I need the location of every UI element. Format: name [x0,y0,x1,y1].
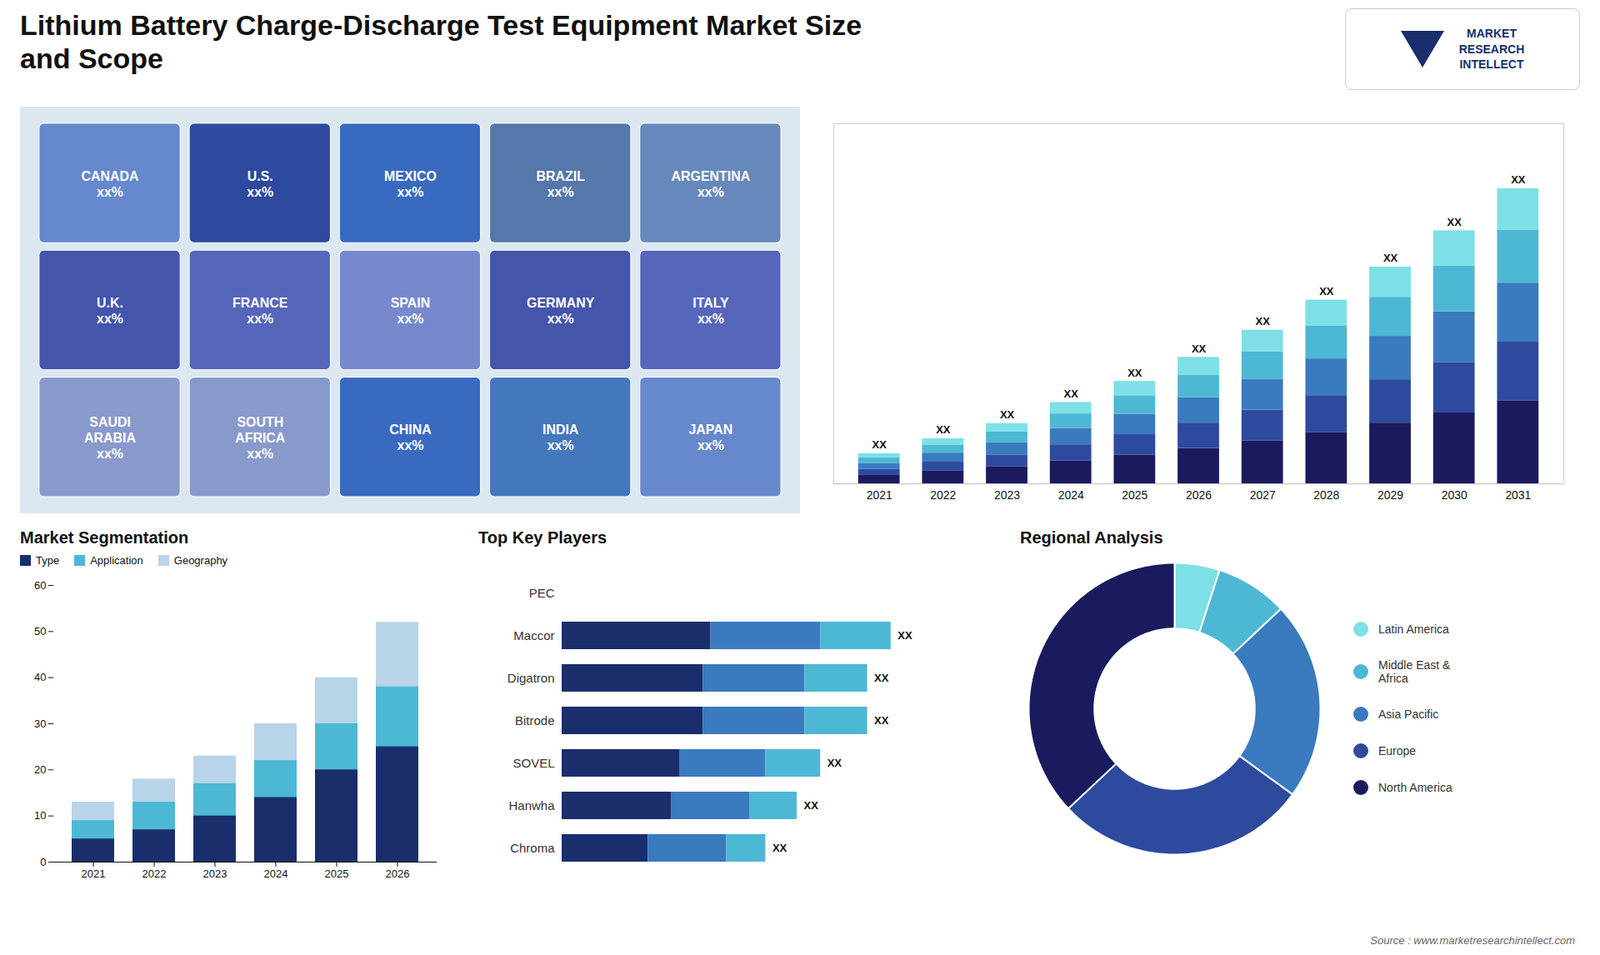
svg-text:XX: XX [1127,366,1143,380]
svg-text:XX: XX [871,438,887,451]
svg-text:Chroma: Chroma [510,840,555,855]
svg-text:SPAINxx%: SPAINxx% [390,295,430,326]
svg-text:ITALYxx%: ITALYxx% [692,295,730,326]
svg-text:SAUDIARABIAxx%: SAUDIARABIAxx% [84,415,136,461]
svg-text:Hanwha: Hanwha [508,798,555,813]
svg-text:BRAZILxx%: BRAZILxx% [536,169,586,200]
svg-text:2021: 2021 [866,488,893,502]
svg-text:0: 0 [40,855,46,869]
svg-text:GERMANYxx%: GERMANYxx% [526,295,595,326]
svg-text:60: 60 [34,579,46,592]
svg-text:2022: 2022 [930,488,956,502]
svg-text:30: 30 [34,717,46,730]
svg-text:2024: 2024 [1058,488,1085,502]
svg-text:2027: 2027 [1250,488,1276,502]
svg-text:ARGENTINAxx%: ARGENTINAxx% [671,169,751,200]
svg-text:50: 50 [34,625,46,638]
html-text:and Scope: and Scope [20,42,164,75]
svg-text:SOVEL: SOVEL [512,755,555,770]
svg-text:XX: XX [1255,315,1271,328]
svg-text:2021: 2021 [81,867,106,880]
svg-text:SOUTHAFRICAxx%: SOUTHAFRICAxx% [235,415,286,461]
svg-text:U.S.xx%: U.S.xx% [246,169,274,200]
html-text:Regional Analysis: Regional Analysis [1020,528,1163,547]
svg-text:XX: XX [1000,408,1015,421]
svg-text:JAPANxx%: JAPANxx% [689,422,734,453]
svg-text:2028: 2028 [1313,488,1340,502]
svg-text:2030: 2030 [1441,488,1468,502]
svg-text:XX: XX [874,714,890,727]
svg-text:2023: 2023 [203,867,228,880]
svg-text:XX: XX [804,799,820,812]
svg-text:INDIAxx%: INDIAxx% [542,422,580,453]
svg-text:40: 40 [34,670,46,684]
html-text:Application: Application [90,554,144,567]
html-text:Latin America: Latin America [1378,622,1449,636]
svg-text:2024: 2024 [264,867,289,880]
html-text:Asia Pacific: Asia Pacific [1378,707,1439,721]
html-text:Source : www.marketresearchint: Source : www.marketresearchintellect.com [1370,934,1575,947]
html-text:North America: North America [1378,780,1453,795]
svg-text:CHINAxx%: CHINAxx% [389,422,432,453]
svg-text:XX: XX [1191,342,1207,355]
svg-text:Maccor: Maccor [513,628,555,643]
svg-text:2031: 2031 [1505,488,1531,502]
svg-text:PEC: PEC [529,585,555,600]
svg-text:MEXICOxx%: MEXICOxx% [384,169,437,200]
html-text:Type: Type [35,554,60,567]
svg-text:XX: XX [874,671,890,685]
svg-text:XX: XX [827,756,843,770]
svg-text:20: 20 [34,763,46,776]
svg-text:XX: XX [1383,251,1399,265]
svg-text:XX: XX [1510,173,1526,186]
svg-text:2025: 2025 [325,867,350,880]
svg-text:XX: XX [1064,387,1080,400]
html-text:Top Key Players: Top Key Players [478,528,607,547]
svg-text:2022: 2022 [142,867,167,880]
svg-text:U.K.xx%: U.K.xx% [96,295,124,326]
svg-text:XX: XX [897,629,913,642]
svg-text:XX: XX [935,423,951,436]
svg-text:2029: 2029 [1377,488,1404,502]
html-text:Europe: Europe [1378,744,1416,758]
svg-text:2023: 2023 [994,488,1020,502]
html-text:Lithium Battery Charge-Dischar: Lithium Battery Charge-Discharge Test Eq… [20,9,862,41]
svg-text:XX: XX [1447,215,1463,229]
html-text:MARKET RESEARCH INTELLECT: MARKET RESEARCH INTELLECT [1458,26,1525,72]
svg-text:2025: 2025 [1121,488,1148,502]
svg-text:2026: 2026 [385,867,410,880]
svg-text:CANADAxx%: CANADAxx% [81,169,140,200]
svg-text:2026: 2026 [1185,488,1212,502]
svg-text:XX: XX [772,841,788,855]
svg-text:Bitrode: Bitrode [515,713,555,728]
html-text:Middle East & Africa: Middle East & Africa [1378,658,1451,685]
html-text:Geography: Geography [174,554,228,567]
svg-text:Digatron: Digatron [507,670,555,685]
svg-text:FRANCExx%: FRANCExx% [232,295,288,326]
svg-text:XX: XX [1319,285,1335,298]
svg-text:10: 10 [34,809,46,822]
html-text:Market Segmentation: Market Segmentation [20,528,189,547]
